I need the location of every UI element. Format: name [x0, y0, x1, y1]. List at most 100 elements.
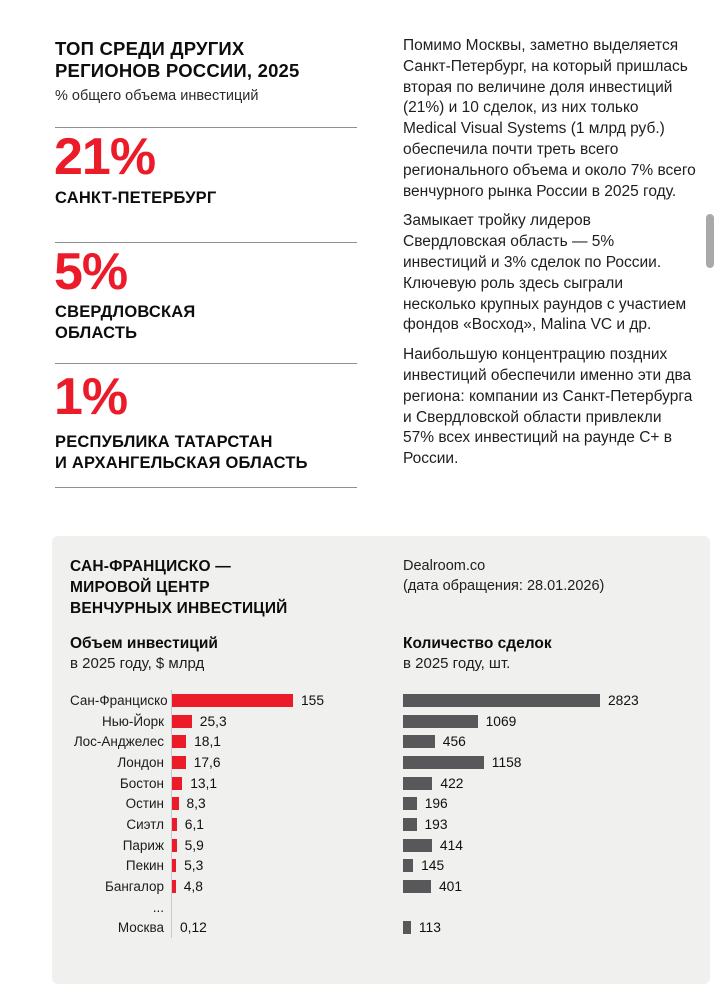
chart-value-label: 5,9: [184, 837, 204, 853]
chart-bar: [403, 838, 432, 852]
chart-row: 456: [403, 731, 692, 752]
section-title-line: РЕГИОНОВ РОССИИ, 2025: [55, 59, 300, 81]
chart-row: 2823: [403, 690, 692, 711]
stat-label-sverdlovsk: СВЕРДЛОВСКАЯ ОБЛАСТЬ: [55, 302, 195, 344]
chart-value-label: 155: [301, 692, 325, 708]
deals-bar-chart: 2823 1069 456 1158 422 196 193 414 145 401 113: [403, 690, 692, 938]
chart-value-label: 196: [424, 796, 448, 812]
chart-value-label: 8,3: [186, 796, 206, 812]
chart-bar-area: 25,3: [171, 710, 403, 732]
chart-value-label: 0,12: [180, 920, 207, 936]
chart-bar: [172, 817, 177, 831]
body-text-column: Помимо Москвы, заметно выделяется Санкт-…: [403, 36, 696, 470]
chart-subtitle: в 2025 году, шт.: [403, 655, 511, 672]
deals-chart-header: Количество сделок в 2025 году, шт.: [403, 634, 692, 673]
chart-bar: [403, 776, 433, 790]
stat-value-sverdlovsk: 5%: [54, 243, 128, 301]
stat-value-tatarstan: 1%: [54, 368, 128, 426]
chart-bar: [403, 797, 417, 811]
chart-value-label: 401: [439, 879, 463, 895]
chart-row: [403, 897, 692, 918]
panel-title: САН-ФРАНЦИСКО — МИРОВОЙ ЦЕНТР ВЕНЧУРНЫХ …: [70, 556, 403, 619]
chart-bar: [403, 693, 600, 707]
chart-bar-area: 18,1: [171, 731, 403, 753]
stat-label-line: СВЕРДЛОВСКАЯ: [55, 303, 196, 321]
chart-bar: [403, 755, 484, 769]
chart-bar: [172, 693, 293, 707]
chart-bar-area: 401: [403, 876, 692, 897]
section-subtitle: % общего объема инвестиций: [55, 88, 259, 104]
chart-value-label: 1158: [491, 754, 522, 770]
chart-row: Пекин 5,3: [70, 855, 403, 877]
chart-row: 145: [403, 856, 692, 877]
chart-row: 193: [403, 814, 692, 835]
chart-value-label: 2823: [608, 692, 639, 708]
chart-category-label: Нью-Йорк: [101, 713, 164, 729]
chart-row: Бостон 13,1: [70, 772, 403, 794]
chart-bar-area: 1158: [403, 752, 692, 773]
vertical-scrollbar-thumb[interactable]: [706, 214, 714, 268]
chart-row: 422: [403, 773, 692, 794]
stat-label-tatarstan: РЕСПУБЛИКА ТАТАРСТАН И АРХАНГЕЛЬСКАЯ ОБЛ…: [55, 432, 308, 474]
chart-bar: [172, 714, 192, 728]
chart-value-label: 193: [424, 816, 448, 832]
chart-bar-area: [403, 897, 692, 918]
investment-chart-header: Объем инвестиций в 2025 году, $ млрд: [70, 634, 403, 673]
divider: [55, 487, 357, 488]
chart-bar-area: 2823: [403, 690, 692, 711]
chart-bar-area: 0,12: [171, 917, 403, 939]
chart-bar-area: 113: [403, 918, 692, 939]
chart-bar: [172, 755, 186, 769]
chart-row: Лос-Анджелес 18,1: [70, 731, 403, 753]
data-source: Dealroom.co (дата обращения: 28.01.2026): [403, 556, 604, 619]
chart-category-label: Лондон: [117, 754, 164, 770]
chart-value-label: 17,6: [193, 754, 221, 770]
chart-value-label: 1069: [485, 713, 517, 729]
chart-headers: Объем инвестиций в 2025 году, $ млрд Кол…: [70, 634, 692, 673]
chart-bar-area: 5,3: [171, 855, 403, 877]
stat-value-spb: 21%: [54, 128, 156, 186]
chart-value-label: 456: [442, 734, 466, 750]
investment-bar-chart: Сан-Франциско 155 Нью-Йорк 25,3 Лос-Анджелес…: [70, 690, 403, 939]
chart-value-label: 13,1: [190, 775, 218, 791]
panel-title-line: САН-ФРАНЦИСКО —: [70, 558, 231, 575]
chart-value-label: 6,1: [184, 816, 204, 832]
chart-row: 401: [403, 876, 692, 897]
chart-row: 414: [403, 835, 692, 856]
section-title: ТОП СРЕДИ ДРУГИХ РЕГИОНОВ РОССИИ, 2025: [55, 38, 358, 81]
chart-value-label: 414: [439, 837, 463, 853]
region-stats-header: ТОП СРЕДИ ДРУГИХ РЕГИОНОВ РОССИИ, 2025 %…: [55, 38, 358, 105]
chart-category-label: Бостон: [119, 775, 164, 791]
stat-label-line: РЕСПУБЛИКА ТАТАРСТАН: [55, 433, 273, 451]
chart-category-label: Пекин: [125, 858, 164, 874]
chart-category-label: Бангалор: [104, 879, 164, 895]
panel-title-line: ВЕНЧУРНЫХ ИНВЕСТИЦИЙ: [70, 600, 288, 617]
chart-bar: [172, 797, 179, 811]
charts-area: Сан-Франциско 155 Нью-Йорк 25,3 Лос-Анджелес…: [70, 690, 692, 939]
chart-bar: [172, 859, 177, 873]
chart-row: 196: [403, 793, 692, 814]
chart-row: 113: [403, 918, 692, 939]
chart-row: Сиэтл 6,1: [70, 814, 403, 835]
chart-bar-area: 5,9: [171, 834, 403, 856]
paragraph: Замыкает тройку лидеров Свердловская обл…: [403, 212, 687, 334]
divider: [55, 363, 357, 364]
chart-bar-area: 145: [403, 856, 692, 877]
chart-row: Остин 8,3: [70, 793, 403, 815]
chart-title: Количество сделок: [403, 635, 552, 652]
chart-value-label: 4,8: [183, 879, 203, 895]
chart-bar: [172, 776, 183, 790]
chart-row: ...: [70, 896, 403, 918]
stat-label-line: И АРХАНГЕЛЬСКАЯ ОБЛАСТЬ: [55, 454, 308, 472]
chart-bar-area: 8,3: [171, 793, 403, 815]
chart-row: Нью-Йорк 25,3: [70, 710, 403, 732]
chart-bar-area: 17,6: [171, 752, 403, 773]
chart-value-label: 113: [418, 920, 441, 936]
chart-value-label: 25,3: [199, 713, 227, 729]
panel-title-line: МИРОВОЙ ЦЕНТР: [70, 579, 210, 596]
paragraph: Помимо Москвы, заметно выделяется Санкт-…: [403, 37, 696, 200]
panel-header: САН-ФРАНЦИСКО — МИРОВОЙ ЦЕНТР ВЕНЧУРНЫХ …: [70, 556, 692, 619]
chart-bar-area: 155: [171, 690, 403, 711]
chart-row: Москва 0,12: [70, 917, 403, 939]
chart-bar: [403, 714, 478, 728]
